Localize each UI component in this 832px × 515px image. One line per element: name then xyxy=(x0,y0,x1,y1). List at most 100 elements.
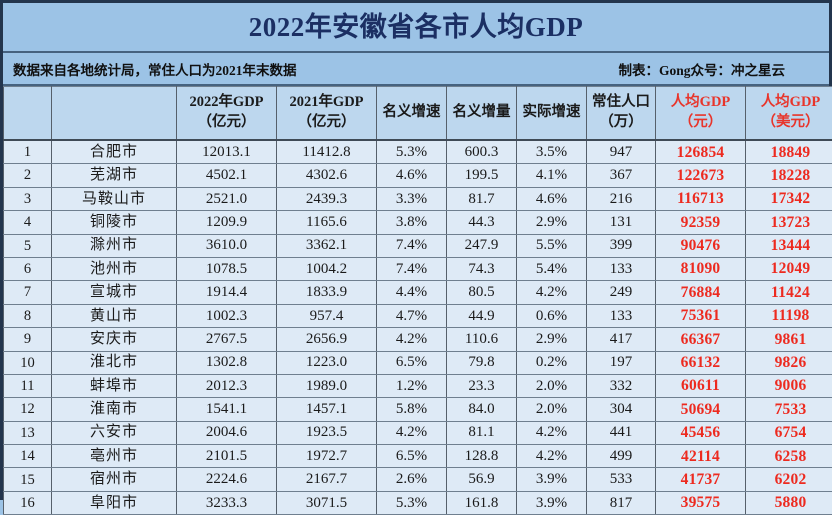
cell-gdp-per-capita-usd: 11424 xyxy=(746,281,832,304)
cell-population: 131 xyxy=(587,211,656,234)
cell-population: 399 xyxy=(587,234,656,257)
cell-gdp-per-capita-usd: 11198 xyxy=(746,304,832,327)
cell-nominal-growth: 4.4% xyxy=(377,281,447,304)
cell-nominal-growth: 4.2% xyxy=(377,421,447,444)
cell-index: 8 xyxy=(4,304,52,327)
cell-real-growth: 0.2% xyxy=(517,351,587,374)
cell-city: 安庆市 xyxy=(52,328,177,351)
cell-gdp2021: 2656.9 xyxy=(277,328,377,351)
cell-index: 11 xyxy=(4,374,52,397)
cell-population: 417 xyxy=(587,328,656,351)
cell-gdp-per-capita-usd: 13723 xyxy=(746,211,832,234)
cell-gdp-per-capita-cny: 116713 xyxy=(656,187,746,210)
cell-city: 芜湖市 xyxy=(52,164,177,187)
cell-population: 499 xyxy=(587,445,656,468)
cell-real-growth: 4.2% xyxy=(517,421,587,444)
cell-nominal-growth: 4.7% xyxy=(377,304,447,327)
cell-gdp2022: 1002.3 xyxy=(177,304,277,327)
cell-population: 249 xyxy=(587,281,656,304)
cell-gdp2021: 1989.0 xyxy=(277,374,377,397)
cell-city: 淮北市 xyxy=(52,351,177,374)
col-header-index xyxy=(4,87,52,141)
cell-gdp2022: 3233.3 xyxy=(177,491,277,514)
cell-gdp-per-capita-cny: 75361 xyxy=(656,304,746,327)
cell-real-growth: 4.2% xyxy=(517,445,587,468)
cell-gdp2022: 1078.5 xyxy=(177,257,277,280)
cell-city: 宣城市 xyxy=(52,281,177,304)
cell-real-growth: 4.6% xyxy=(517,187,587,210)
cell-gdp-per-capita-usd: 9861 xyxy=(746,328,832,351)
table-header: 2022年GDP（亿元） 2021年GDP（亿元） 名义增速 名义增量 实际增速… xyxy=(4,87,832,141)
header-line: 名义增量 xyxy=(447,103,516,123)
cell-real-growth: 3.9% xyxy=(517,468,587,491)
cell-nominal-growth: 1.2% xyxy=(377,374,447,397)
cell-gdp-per-capita-usd: 5880 xyxy=(746,491,832,514)
cell-real-growth: 3.5% xyxy=(517,140,587,164)
cell-gdp-per-capita-usd: 18849 xyxy=(746,140,832,164)
cell-city: 合肥市 xyxy=(52,140,177,164)
cell-gdp-per-capita-usd: 12049 xyxy=(746,257,832,280)
cell-population: 133 xyxy=(587,257,656,280)
cell-nominal-increment: 44.9 xyxy=(447,304,517,327)
cell-gdp2021: 1972.7 xyxy=(277,445,377,468)
cell-real-growth: 2.0% xyxy=(517,398,587,421)
author-note: 制表：Gong众号：冲之星云 xyxy=(618,59,819,79)
header-line: 人均GDP xyxy=(656,93,745,113)
header-line: 名义增速 xyxy=(377,103,446,123)
cell-index: 6 xyxy=(4,257,52,280)
cell-index: 7 xyxy=(4,281,52,304)
page-title: 2022年安徽省各市人均GDP xyxy=(249,14,584,41)
col-header-gdp-per-capita-usd: 人均GDP（美元） xyxy=(746,87,832,141)
cell-nominal-growth: 3.3% xyxy=(377,187,447,210)
cell-gdp-per-capita-cny: 60611 xyxy=(656,374,746,397)
cell-gdp2021: 1457.1 xyxy=(277,398,377,421)
cell-gdp2021: 3362.1 xyxy=(277,234,377,257)
cell-gdp-per-capita-cny: 81090 xyxy=(656,257,746,280)
cell-nominal-increment: 161.8 xyxy=(447,491,517,514)
cell-city: 阜阳市 xyxy=(52,491,177,514)
cell-real-growth: 4.2% xyxy=(517,281,587,304)
col-header-gdp-per-capita-cny: 人均GDP（元） xyxy=(656,87,746,141)
header-line: （亿元） xyxy=(177,113,276,133)
header-line: （美元） xyxy=(746,113,832,133)
cell-population: 441 xyxy=(587,421,656,444)
note-band: 数据来自各地统计局，常住人口为2021年末数据 制表：Gong众号：冲之星云 xyxy=(3,53,829,86)
header-line: （万） xyxy=(587,113,655,133)
cell-gdp2021: 2167.7 xyxy=(277,468,377,491)
col-header-city xyxy=(52,87,177,141)
header-line: （亿元） xyxy=(277,113,376,133)
cell-nominal-growth: 7.4% xyxy=(377,234,447,257)
cell-gdp2022: 1914.4 xyxy=(177,281,277,304)
header-line: 实际增速 xyxy=(517,103,586,123)
cell-gdp-per-capita-cny: 50694 xyxy=(656,398,746,421)
cell-gdp-per-capita-cny: 41737 xyxy=(656,468,746,491)
cell-nominal-increment: 44.3 xyxy=(447,211,517,234)
cell-gdp2021: 1833.9 xyxy=(277,281,377,304)
cell-gdp2021: 4302.6 xyxy=(277,164,377,187)
cell-gdp-per-capita-cny: 66132 xyxy=(656,351,746,374)
cell-city: 六安市 xyxy=(52,421,177,444)
cell-gdp2022: 1209.9 xyxy=(177,211,277,234)
cell-gdp2021: 11412.8 xyxy=(277,140,377,164)
cell-gdp-per-capita-cny: 126854 xyxy=(656,140,746,164)
cell-nominal-growth: 5.3% xyxy=(377,140,447,164)
cell-index: 4 xyxy=(4,211,52,234)
cell-gdp-per-capita-cny: 42114 xyxy=(656,445,746,468)
header-line: 2021年GDP xyxy=(277,93,376,113)
cell-gdp-per-capita-usd: 13444 xyxy=(746,234,832,257)
cell-gdp2021: 957.4 xyxy=(277,304,377,327)
cell-index: 5 xyxy=(4,234,52,257)
cell-population: 216 xyxy=(587,187,656,210)
cell-gdp2022: 2012.3 xyxy=(177,374,277,397)
cell-population: 817 xyxy=(587,491,656,514)
cell-gdp-per-capita-usd: 6258 xyxy=(746,445,832,468)
cell-gdp-per-capita-cny: 90476 xyxy=(656,234,746,257)
cell-index: 3 xyxy=(4,187,52,210)
cell-gdp-per-capita-usd: 7533 xyxy=(746,398,832,421)
cell-nominal-increment: 199.5 xyxy=(447,164,517,187)
